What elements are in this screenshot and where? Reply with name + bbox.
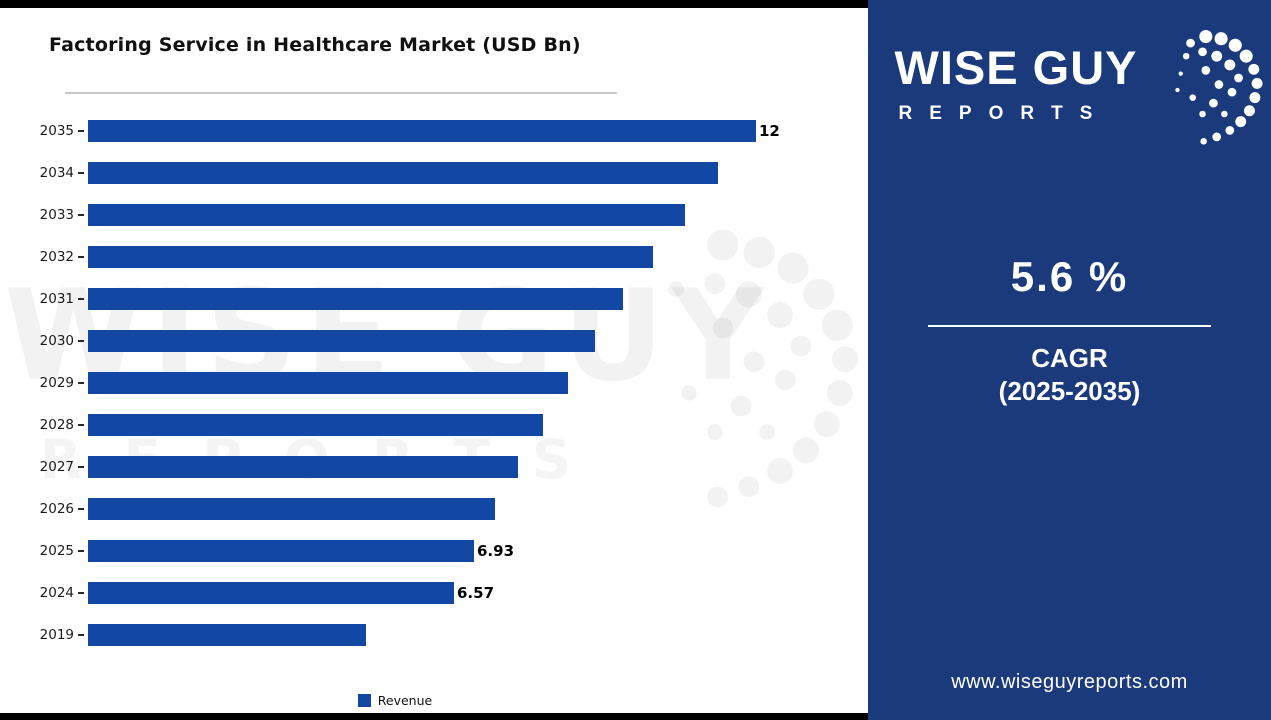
y-axis-label: 2025 (39, 543, 74, 559)
y-axis-label: 2028 (39, 417, 74, 433)
bar-track: 12 (88, 120, 780, 142)
tick-mark (78, 466, 84, 468)
bar-track (88, 330, 595, 352)
tick-mark (78, 508, 84, 510)
bar-chart: 2035 12 2034 2033 2032 2031 2030 2029 2028 2027 20… (20, 110, 780, 656)
revenue-bar (88, 204, 685, 226)
data-label: 6.93 (477, 542, 515, 560)
bar-row-2035: 2035 12 (20, 110, 780, 152)
tick-mark (78, 382, 84, 384)
bottom-border (0, 713, 868, 720)
cagr-range: (2025-2035) (998, 376, 1141, 406)
bar-row-2028: 2028 (20, 404, 780, 446)
bar-row-2025: 2025 6.93 (20, 530, 780, 572)
legend-label: Revenue (377, 693, 433, 708)
tick-mark (78, 214, 84, 216)
revenue-bar (88, 582, 454, 604)
revenue-bar (88, 288, 623, 310)
tick-mark (78, 172, 84, 174)
logo-sub-text: REPORTS (898, 103, 1110, 124)
tick-mark (78, 550, 84, 552)
bar-track (88, 372, 568, 394)
y-axis-label: 2024 (39, 585, 74, 601)
revenue-bar (88, 456, 518, 478)
bar-row-2019: 2019 (20, 614, 780, 656)
tick-mark (78, 256, 84, 258)
bar-row-2026: 2026 (20, 488, 780, 530)
revenue-bar (88, 120, 756, 142)
tick-mark (78, 340, 84, 342)
revenue-bar (88, 498, 495, 520)
y-axis-label: 2026 (39, 501, 74, 517)
chart-panel: WISE GUY REPORTS Factoring Service in He… (0, 0, 868, 720)
data-label: 6.57 (457, 584, 495, 602)
y-axis-label: 2035 (39, 123, 74, 139)
y-axis-label: 2019 (39, 627, 74, 643)
website-url: www.wiseguyreports.com (951, 671, 1188, 693)
revenue-bar (88, 246, 653, 268)
bar-track (88, 246, 653, 268)
cagr-label: CAGR (1031, 343, 1108, 373)
bar-track: 6.93 (88, 540, 514, 562)
bar-track (88, 288, 623, 310)
y-axis-label: 2030 (39, 333, 74, 349)
y-axis-label: 2032 (39, 249, 74, 265)
info-panel: WISE GUY REPORTS 5.6 % CAGR (2025-2035) (868, 0, 1271, 720)
y-axis-label: 2033 (39, 207, 74, 223)
y-axis-label: 2031 (39, 291, 74, 307)
tick-mark (78, 298, 84, 300)
y-axis-label: 2034 (39, 165, 74, 181)
bar-row-2033: 2033 (20, 194, 780, 236)
chart-title: Factoring Service in Healthcare Market (… (49, 34, 581, 56)
wiseguy-logo: WISE GUY REPORTS (894, 30, 1263, 165)
bar-row-2034: 2034 (20, 152, 780, 194)
revenue-bar (88, 162, 718, 184)
bar-row-2029: 2029 (20, 362, 780, 404)
bar-track (88, 498, 495, 520)
tick-mark (78, 130, 84, 132)
y-axis-label: 2027 (39, 459, 74, 475)
bar-track (88, 162, 718, 184)
bar-row-2031: 2031 (20, 278, 780, 320)
bar-track (88, 456, 518, 478)
legend-swatch (357, 694, 371, 707)
y-axis-label: 2029 (39, 375, 74, 391)
logo-head-dots-icon (1174, 30, 1263, 145)
bar-row-2032: 2032 (20, 236, 780, 278)
divider-line (928, 325, 1211, 327)
revenue-bar (88, 372, 568, 394)
title-underline (65, 92, 617, 94)
bar-track (88, 204, 685, 226)
logo-brand-text: WISE GUY (894, 41, 1138, 94)
chart-legend: Revenue (0, 693, 790, 708)
tick-mark (78, 592, 84, 594)
revenue-bar (88, 414, 543, 436)
top-border (0, 0, 868, 8)
revenue-bar (88, 624, 366, 646)
tick-mark (78, 424, 84, 426)
cagr-percentage: 5.6 % (1010, 253, 1129, 300)
bar-row-2024: 2024 6.57 (20, 572, 780, 614)
bar-track (88, 624, 366, 646)
bar-row-2030: 2030 (20, 320, 780, 362)
revenue-bar (88, 540, 474, 562)
bar-track (88, 414, 543, 436)
bar-track: 6.57 (88, 582, 494, 604)
bar-row-2027: 2027 (20, 446, 780, 488)
tick-mark (78, 634, 84, 636)
data-label: 12 (759, 122, 780, 140)
revenue-bar (88, 330, 595, 352)
